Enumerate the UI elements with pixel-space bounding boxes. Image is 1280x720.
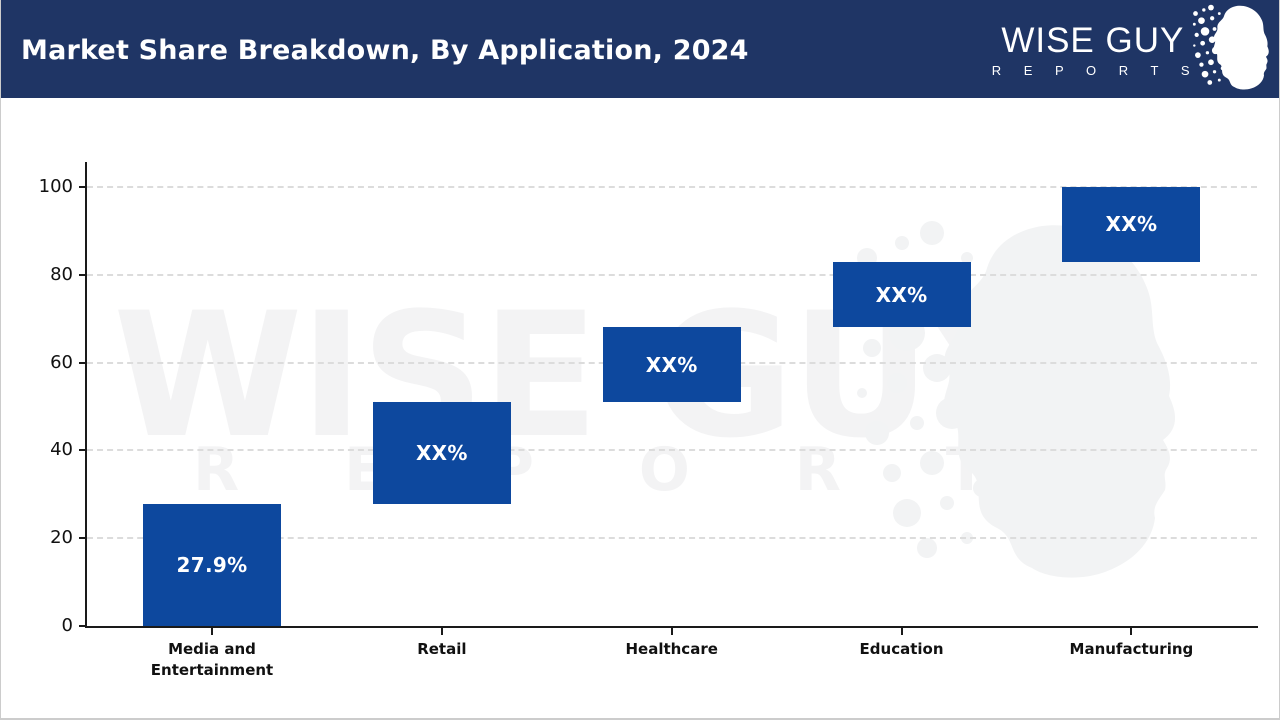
bar-healthcare: XX% [602, 327, 741, 403]
plot-area: WISE GUY R E P O R T S 0 20 40 60 80 100 27.9%… [1, 98, 1279, 718]
x-axis-tick-manufacturing [1130, 628, 1133, 635]
wise-guy-logo: WISE GUY R E P O R T S [987, 4, 1271, 96]
x-axis-tick-retail [440, 628, 443, 635]
y-axis-tick-0 [79, 625, 86, 627]
x-axis-tick-healthcare [670, 628, 673, 635]
x-axis-label-manufacturing: Manufacturing [1069, 640, 1194, 658]
x-axis-line [85, 626, 1258, 628]
x-axis-tick-education [900, 628, 903, 635]
gridline-40 [87, 449, 1257, 452]
y-axis-label-100: 100 [38, 176, 73, 197]
y-axis-tick-20 [79, 537, 86, 540]
x-axis-label-media-and-entertainment: Media and Entertainment [150, 640, 274, 679]
bar-value-label-education: XX% [875, 282, 928, 307]
y-axis-tick-100 [79, 186, 86, 188]
bar-value-label-manufacturing: XX% [1105, 212, 1158, 237]
y-axis-label-20: 20 [50, 527, 73, 549]
header-bar: Market Share Breakdown, By Application, … [1, 0, 1279, 98]
gridline-80 [87, 273, 1257, 276]
bar-value-label-healthcare: XX% [645, 352, 698, 377]
y-axis-tick-40 [79, 449, 86, 452]
gridline-100 [87, 186, 1257, 188]
y-axis-line [85, 162, 87, 628]
x-axis-label-retail: Retail [417, 640, 467, 658]
logo-wordmark: WISE GUY [1001, 20, 1185, 60]
x-axis-label-education: Education [859, 640, 944, 658]
gridline-20 [87, 537, 1257, 540]
bar-retail: XX% [372, 402, 511, 504]
bar-value-label-retail: XX% [415, 440, 468, 465]
bar-education: XX% [832, 261, 971, 328]
logo-subtitle: R E P O R T S [991, 62, 1199, 78]
bar-media-and-entertainment: 27.9% [143, 503, 281, 626]
x-axis-label-healthcare: Healthcare [625, 640, 718, 658]
x-axis-tick-media-and-entertainment [211, 628, 213, 635]
y-axis-label-0: 0 [61, 615, 73, 636]
bar-manufacturing: XX% [1062, 187, 1201, 262]
y-axis-label-40: 40 [50, 439, 73, 461]
logo-text: WISE GUY R E P O R T S [987, 23, 1199, 78]
bar-value-label-media-and-entertainment: 27.9% [176, 552, 248, 577]
y-axis-label-60: 60 [50, 351, 73, 373]
page-title: Market Share Breakdown, By Application, … [21, 35, 749, 66]
dotted-head-icon [1189, 4, 1271, 96]
y-axis-label-80: 80 [50, 263, 73, 285]
y-axis-tick-80 [79, 273, 86, 276]
y-axis-tick-60 [79, 361, 86, 364]
